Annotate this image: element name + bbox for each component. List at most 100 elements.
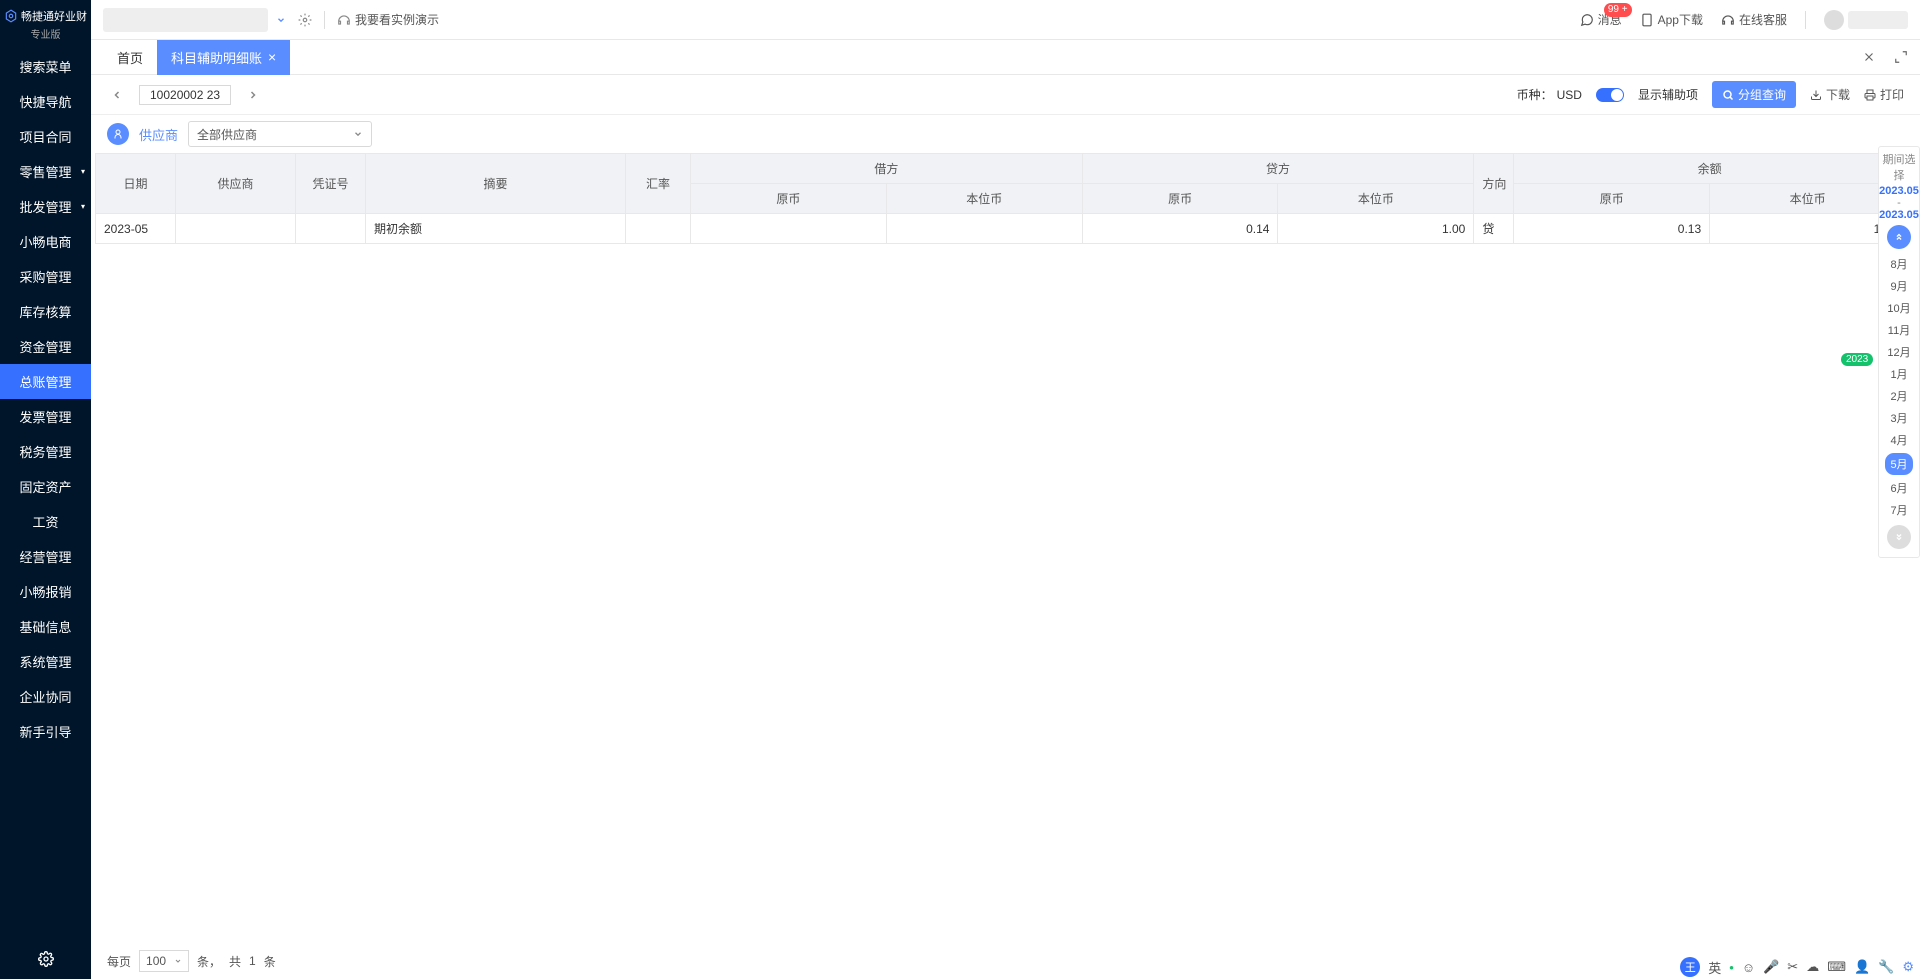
period-month[interactable]: 12月 <box>1879 341 1919 363</box>
headset-icon <box>337 13 351 27</box>
period-month[interactable]: 10月 <box>1879 297 1919 319</box>
sidebar-item-7[interactable]: 库存核算 <box>0 294 91 329</box>
ime-bar: 王 英 • ☺ 🎤 ✂ ☁ ⌨ 👤 🔧 ⚙ <box>1680 957 1914 977</box>
ime-emoji-icon[interactable]: ☺ <box>1742 960 1755 975</box>
ime-dot[interactable]: • <box>1729 960 1734 975</box>
chevron-down-icon <box>174 957 182 965</box>
print-button[interactable]: 打印 <box>1864 86 1904 103</box>
period-to[interactable]: 2023.05 <box>1879 209 1919 221</box>
col-summary: 摘要 <box>366 154 626 214</box>
ime-scissors-icon[interactable]: ✂ <box>1787 959 1798 975</box>
group-query-label: 分组查询 <box>1738 86 1786 103</box>
period-month[interactable]: 7月 <box>1879 499 1919 521</box>
app-download-label: App下载 <box>1658 11 1703 28</box>
sidebar-item-6[interactable]: 采购管理 <box>0 259 91 294</box>
download-button[interactable]: 下载 <box>1810 86 1850 103</box>
sidebar-item-1[interactable]: 快捷导航 <box>0 84 91 119</box>
sidebar-item-2[interactable]: 项目合同 <box>0 119 91 154</box>
topbar: 我要看实例演示 消息 99 + App下载 在线客服 <box>91 0 1920 40</box>
sidebar-item-17[interactable]: 系统管理 <box>0 644 91 679</box>
sidebar-settings[interactable] <box>0 939 91 979</box>
col-voucher: 凭证号 <box>296 154 366 214</box>
table-cell: 贷 <box>1474 214 1514 244</box>
user-menu[interactable] <box>1824 10 1908 30</box>
aux-toggle[interactable] <box>1596 88 1624 102</box>
period-month[interactable]: 11月 <box>1879 319 1919 341</box>
sidebar-item-14[interactable]: 经营管理 <box>0 539 91 574</box>
period-from[interactable]: 2023.05 <box>1879 185 1919 197</box>
ime-keyboard-icon[interactable]: ⌨ <box>1827 959 1846 975</box>
sidebar-item-5[interactable]: 小畅电商 <box>0 224 91 259</box>
table-cell: 期初余额 <box>366 214 626 244</box>
caret-down-icon: ▾ <box>81 167 85 176</box>
period-picker: 期间选择 2023.05 - 2023.05 8月9月10月11月12月1月2月… <box>1878 146 1920 558</box>
caret-down-icon: ▾ <box>81 202 85 211</box>
table-cell: 1.00 <box>1278 214 1474 244</box>
brand-name: 畅捷通好业财 <box>21 8 87 24</box>
period-month[interactable]: 6月 <box>1879 477 1919 499</box>
prev-account[interactable] <box>107 88 127 102</box>
org-selector[interactable] <box>103 8 286 32</box>
pagination: 每页 100 条， 共 1 条 <box>91 943 1920 979</box>
ime-lang[interactable]: 英 <box>1708 958 1721 977</box>
supplier-select[interactable]: 全部供应商 <box>188 121 372 147</box>
col-debit-base: 本位币 <box>886 184 1082 214</box>
sidebar-item-19[interactable]: 新手引导 <box>0 714 91 749</box>
group-query-button[interactable]: 分组查询 <box>1712 81 1796 108</box>
aux-toggle-label: 显示辅助项 <box>1638 86 1698 103</box>
sidebar-item-8[interactable]: 资金管理 <box>0 329 91 364</box>
ime-cloud-icon[interactable]: ☁ <box>1806 959 1819 975</box>
chevron-left-icon <box>111 89 123 101</box>
close-all-tabs[interactable] <box>1858 46 1880 69</box>
online-service-label: 在线客服 <box>1739 11 1787 28</box>
period-month[interactable]: 1月 <box>1879 363 1919 385</box>
app-download-button[interactable]: App下载 <box>1640 11 1703 28</box>
currency-label: 币种： <box>1517 86 1553 103</box>
sidebar-item-12[interactable]: 固定资产 <box>0 469 91 504</box>
supplier-badge-icon <box>107 123 129 145</box>
demo-link[interactable]: 我要看实例演示 <box>337 11 439 28</box>
period-month[interactable]: 5月 <box>1885 453 1913 475</box>
sidebar-item-16[interactable]: 基础信息 <box>0 609 91 644</box>
period-month[interactable]: 2月 <box>1879 385 1919 407</box>
sidebar-item-15[interactable]: 小畅报销 <box>0 574 91 609</box>
sidebar-item-0[interactable]: 搜索菜单 <box>0 49 91 84</box>
col-credit-base: 本位币 <box>1278 184 1474 214</box>
page-size-select[interactable]: 100 <box>139 950 189 972</box>
ime-person-icon[interactable]: 👤 <box>1854 959 1870 975</box>
fullscreen-toggle[interactable] <box>1890 46 1912 69</box>
period-month[interactable]: 8月 <box>1879 253 1919 275</box>
close-icon <box>1862 50 1876 64</box>
tab-ledger-detail[interactable]: 科目辅助明细账 × <box>157 40 290 75</box>
ime-settings-icon[interactable]: ⚙ <box>1902 959 1914 975</box>
next-account[interactable] <box>243 88 263 102</box>
online-service-button[interactable]: 在线客服 <box>1721 11 1787 28</box>
ime-tool-icon[interactable]: 🔧 <box>1878 959 1894 975</box>
page-total-prefix: 共 <box>229 953 241 970</box>
brand-logo: 畅捷通好业财 专业版 <box>0 0 91 49</box>
sidebar-item-3[interactable]: 零售管理▾ <box>0 154 91 189</box>
org-settings[interactable] <box>298 12 312 27</box>
table-row[interactable]: 2023-05期初余额0.141.00贷0.131.00 <box>96 214 1906 244</box>
period-month[interactable]: 3月 <box>1879 407 1919 429</box>
period-month[interactable]: 4月 <box>1879 429 1919 451</box>
period-scroll-up[interactable] <box>1887 225 1911 249</box>
period-month[interactable]: 9月 <box>1879 275 1919 297</box>
sidebar-item-9[interactable]: 总账管理 <box>0 364 91 399</box>
ime-mic-icon[interactable]: 🎤 <box>1763 959 1779 975</box>
ime-logo-icon[interactable]: 王 <box>1680 957 1700 977</box>
account-code-input[interactable]: 10020002 23 <box>139 85 231 105</box>
sidebar-item-18[interactable]: 企业协同 <box>0 679 91 714</box>
sidebar-item-10[interactable]: 发票管理 <box>0 399 91 434</box>
period-scroll-down[interactable] <box>1887 525 1911 549</box>
tab-home[interactable]: 首页 <box>103 40 157 75</box>
gear-icon <box>298 13 312 27</box>
tab-home-label: 首页 <box>117 48 143 67</box>
table-cell <box>886 214 1082 244</box>
chevron-double-down-icon <box>1894 532 1904 542</box>
sidebar-item-11[interactable]: 税务管理 <box>0 434 91 469</box>
sidebar-item-13[interactable]: 工资 <box>0 504 91 539</box>
messages-button[interactable]: 消息 99 + <box>1580 11 1622 28</box>
sidebar-item-4[interactable]: 批发管理▾ <box>0 189 91 224</box>
close-icon[interactable]: × <box>268 49 276 65</box>
